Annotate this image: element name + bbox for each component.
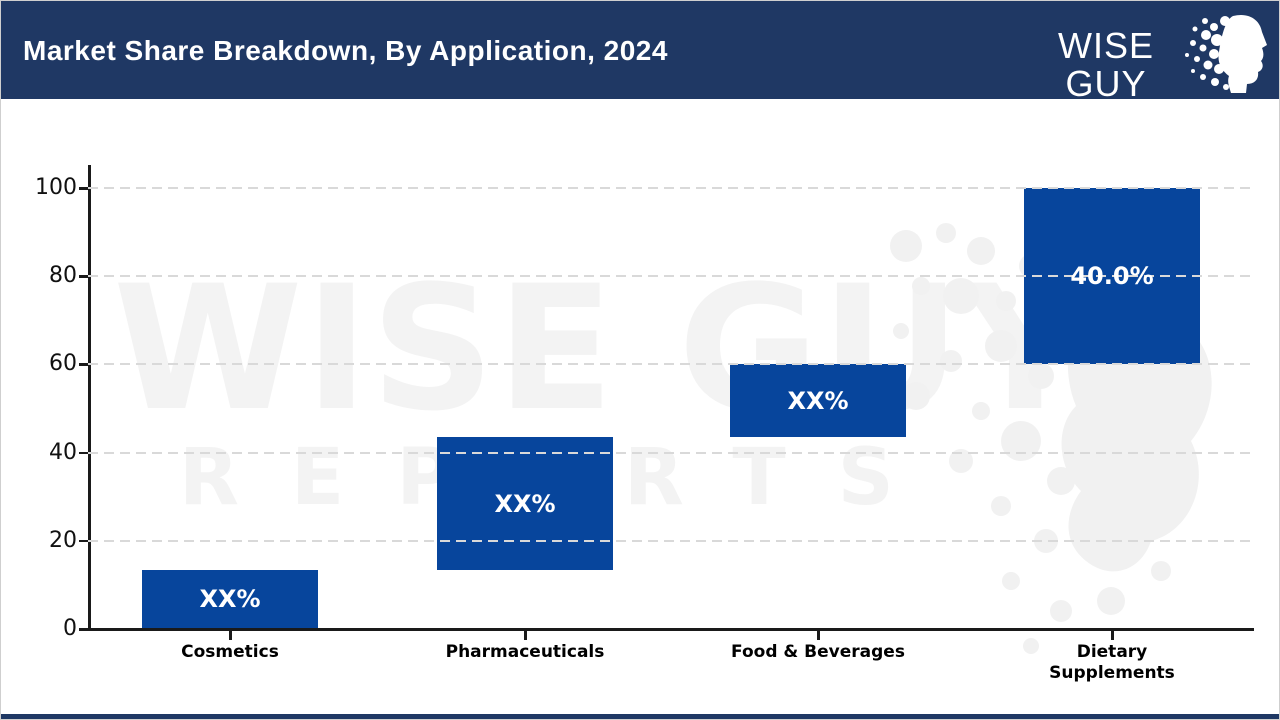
bar-pharmaceuticals [437,437,613,570]
x-tick-mark [229,631,232,640]
logo-wordmark: WISE GUY REPORTS [1017,27,1195,120]
bar-value-label: XX% [787,386,849,415]
logo-face-icon [1185,15,1267,93]
bar-cosmetics [142,569,318,629]
bar-value-label: XX% [494,489,556,518]
x-axis-line [87,628,1254,631]
y-tick-label-40: 40 [49,439,77,465]
y-tick-label-100: 100 [35,175,77,200]
y-tick-mark [79,628,88,631]
y-tick-mark [79,363,88,366]
y-tick-mark [79,187,88,190]
x-category-label-3: Food & Beverages [731,642,905,662]
gridline-60 [88,363,1254,366]
y-axis-line [88,165,91,631]
y-tick-label-0: 0 [63,616,77,641]
brand-logo: WISE GUY REPORTS [1017,9,1267,120]
gridline-40 [88,451,1254,454]
x-category-label-1: Cosmetics [181,642,279,662]
x-tick-mark [524,631,527,640]
header: Market Share Breakdown, By Application, … [1,1,1279,120]
gridline-80 [88,275,1254,278]
bar-food-beverages [730,364,906,438]
bar-value-label: 40.0% [1070,262,1154,291]
y-tick-label-80: 80 [49,263,77,289]
page-title: Market Share Breakdown, By Application, … [23,35,668,66]
x-category-label-4: Dietary Supplements [1049,642,1175,684]
y-tick-mark [79,275,88,278]
x-category-label-2: Pharmaceuticals [445,642,605,662]
footer-accent-bar [1,714,1279,719]
gridline-100 [88,187,1254,189]
x-tick-mark [1111,631,1114,640]
logo-wordmark-line2: REPORTS [1034,104,1188,120]
y-tick-mark [79,539,88,543]
gridline-20 [88,539,1254,542]
bar-value-label: XX% [199,585,261,614]
x-tick-mark [817,631,820,640]
logo-wordmark-line1: WISE GUY [1057,25,1154,104]
y-tick-label-60: 60 [49,351,77,377]
y-tick-label-20: 20 [49,527,77,553]
y-tick-mark [79,451,88,455]
